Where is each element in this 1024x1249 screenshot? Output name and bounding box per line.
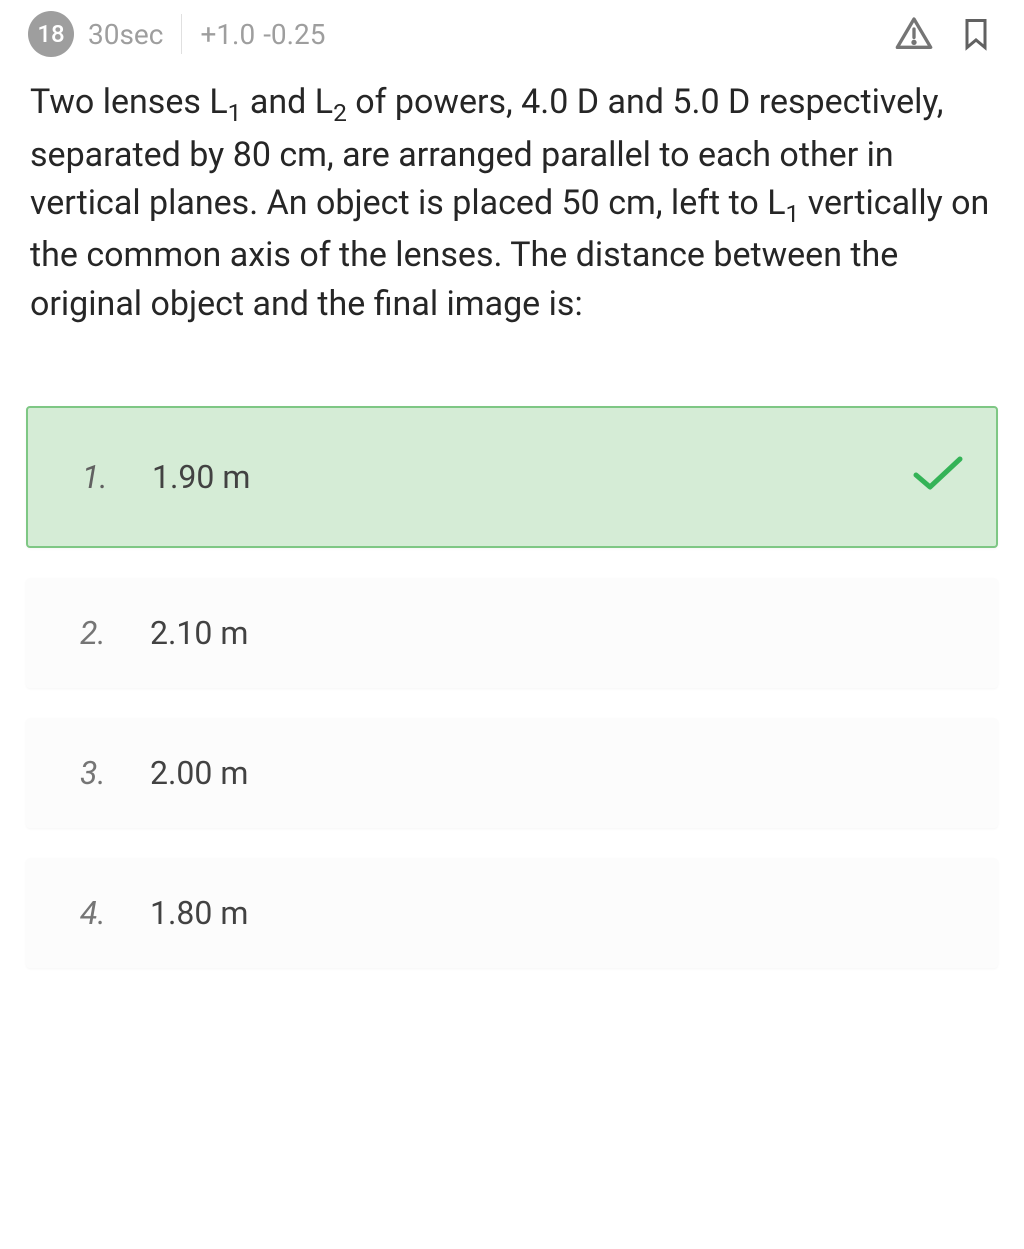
options-list: 1. 1.90 m 2. 2.10 m 3. 2.00 m 4. 1.80 m — [0, 328, 1024, 968]
option-text: 2.00 m — [150, 754, 248, 792]
option-3[interactable]: 3. 2.00 m — [26, 718, 998, 828]
option-number: 4. — [80, 894, 150, 932]
option-number: 3. — [80, 754, 150, 792]
question-subscript: 1 — [228, 98, 242, 127]
report-button[interactable] — [894, 14, 934, 54]
option-2[interactable]: 2. 2.10 m — [26, 578, 998, 688]
question-subscript: 1 — [786, 199, 800, 228]
score-negative: -0.25 — [263, 18, 325, 51]
question-header: 18 30sec +1.0 -0.25 — [0, 0, 1024, 60]
option-4[interactable]: 4. 1.80 m — [26, 858, 998, 968]
option-text: 1.80 m — [150, 894, 248, 932]
question-fragment: Two lenses L — [30, 82, 228, 122]
warning-triangle-icon — [894, 13, 934, 55]
question-number: 18 — [37, 20, 64, 48]
score-positive: +1.0 — [200, 18, 255, 51]
time-limit: 30sec — [88, 18, 163, 51]
question-subscript: 2 — [333, 98, 347, 127]
option-text: 1.90 m — [152, 458, 250, 496]
question-number-badge: 18 — [28, 11, 74, 57]
header-divider — [181, 14, 182, 54]
question-text: Two lenses L1 and L2 of powers, 4.0 D an… — [0, 60, 1024, 328]
question-fragment: and L — [241, 82, 333, 122]
bookmark-icon — [958, 14, 994, 54]
bookmark-button[interactable] — [956, 14, 996, 54]
option-number: 1. — [82, 458, 152, 496]
option-1[interactable]: 1. 1.90 m — [26, 406, 998, 548]
option-number: 2. — [80, 614, 150, 652]
correct-check-icon — [912, 453, 964, 501]
option-text: 2.10 m — [150, 614, 248, 652]
